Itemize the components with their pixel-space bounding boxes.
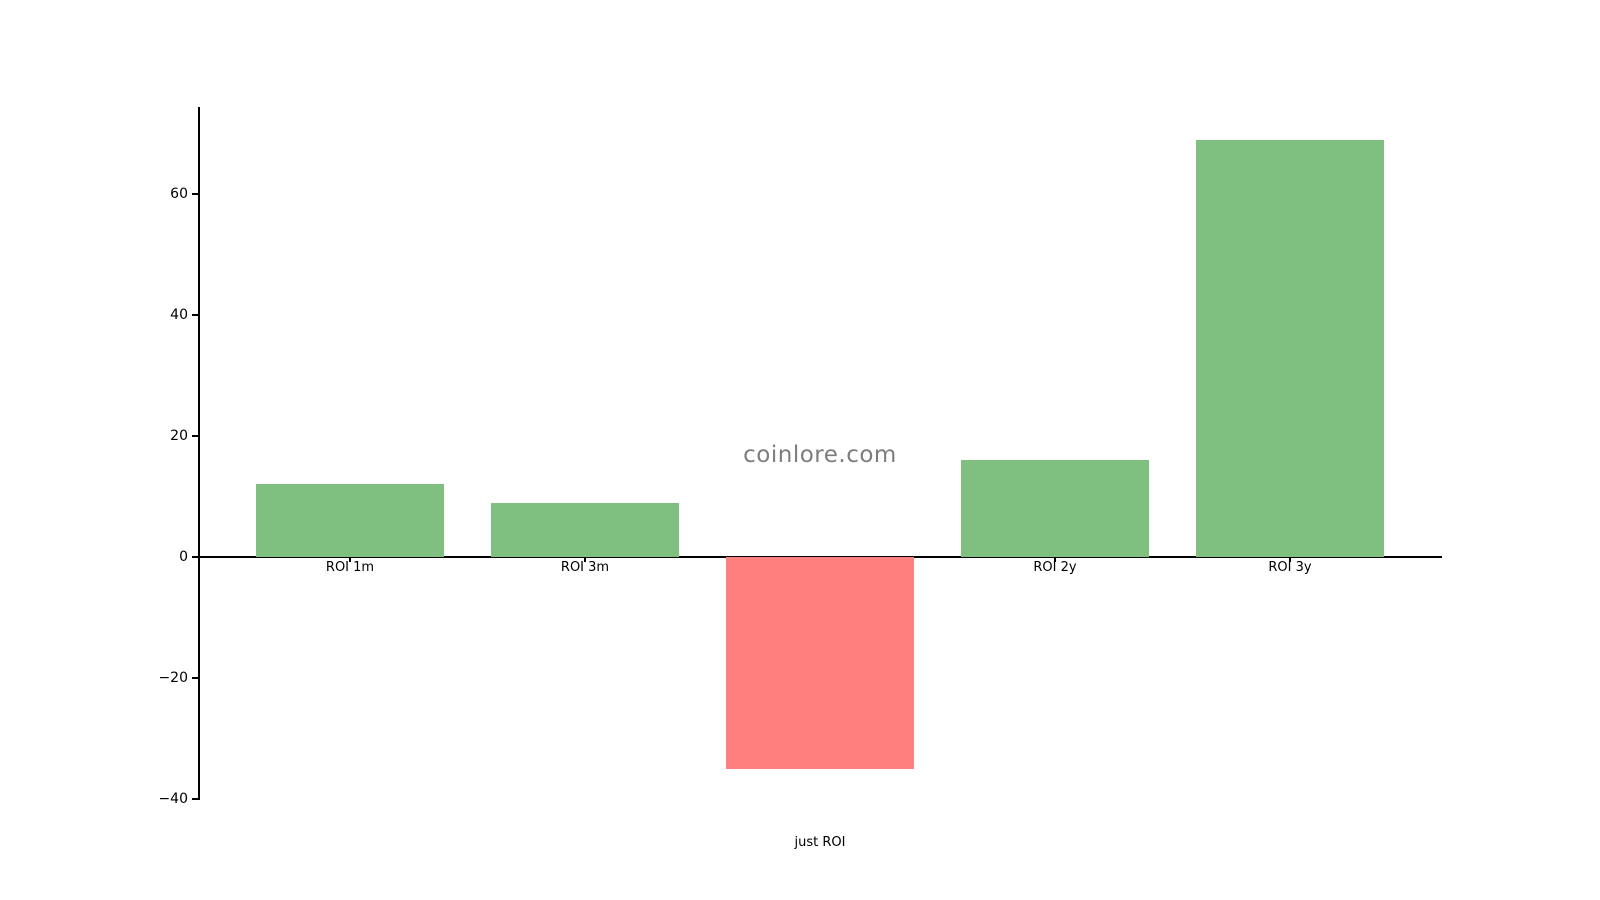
y-tick-label: −40 <box>158 791 188 807</box>
x-tick-mark <box>584 557 586 562</box>
y-tick-mark <box>192 435 199 437</box>
x-tick-mark <box>1289 557 1291 562</box>
y-tick-label: 0 <box>179 549 188 565</box>
x-tick-label: ROI 2y <box>1033 560 1077 575</box>
watermark-text: coinlore.com <box>743 442 897 468</box>
y-tick-mark <box>192 798 199 800</box>
y-axis-line <box>198 107 200 800</box>
x-tick-label: ROI 3y <box>1268 560 1312 575</box>
bar-just-roi <box>726 557 914 769</box>
x-tick-mark <box>349 557 351 562</box>
y-tick-mark <box>192 193 199 195</box>
x-tick-mark <box>1054 557 1056 562</box>
bar-roi-2y <box>961 460 1149 557</box>
y-tick-label: 40 <box>170 307 188 323</box>
y-tick-label: 60 <box>170 186 188 202</box>
y-tick-mark <box>192 314 199 316</box>
y-tick-label: 20 <box>170 428 188 444</box>
x-axis-zero-line <box>199 556 1442 558</box>
x-tick-label: ROI 3m <box>560 560 610 575</box>
bar-roi-3y <box>1196 139 1384 557</box>
y-tick-mark <box>192 556 199 558</box>
bar-roi-1m <box>256 484 444 557</box>
y-tick-mark <box>192 677 199 679</box>
bar-roi-3m <box>491 502 679 557</box>
x-tick-label: just ROI <box>794 835 846 850</box>
y-tick-label: −20 <box>158 670 188 686</box>
x-tick-label: ROI 1m <box>325 560 375 575</box>
